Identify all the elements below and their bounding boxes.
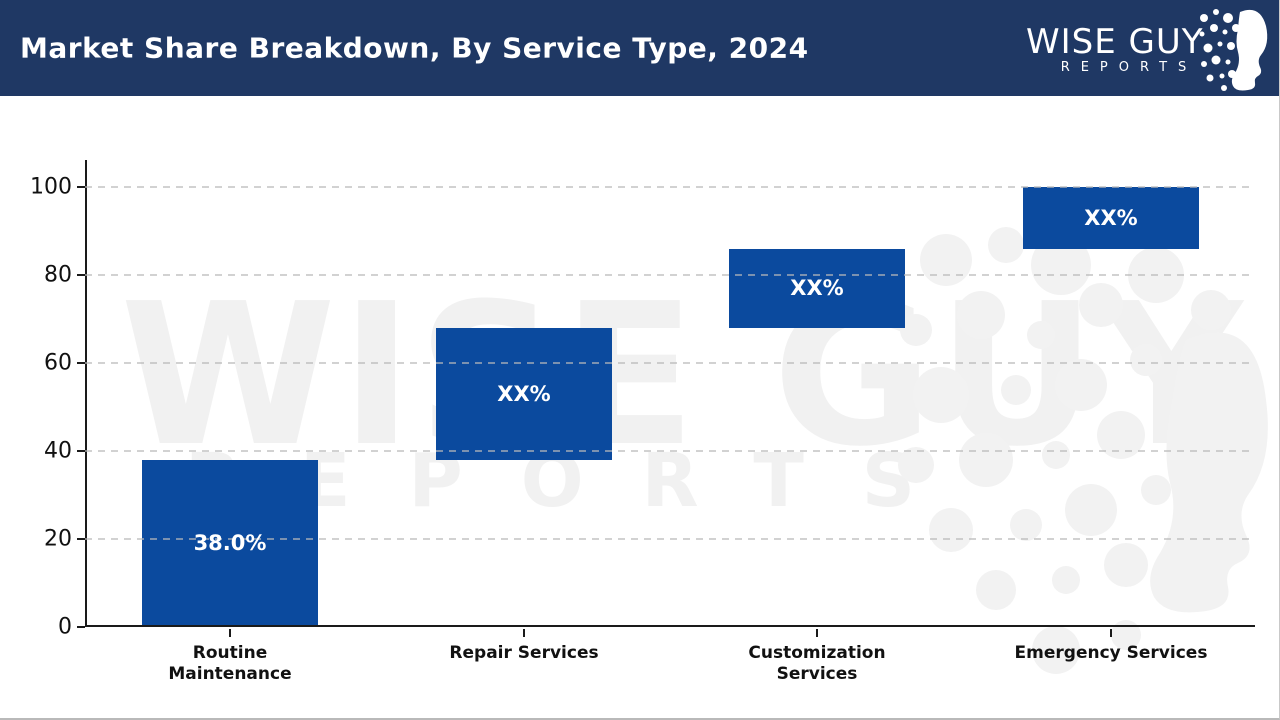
y-tick-20 xyxy=(77,538,85,540)
x-tick-2 xyxy=(523,629,525,637)
bar-label-1: 38.0% xyxy=(193,531,267,556)
x-tick-4 xyxy=(1110,629,1112,637)
gridline-80 xyxy=(85,274,1255,276)
x-tick-label-2: Repair Services xyxy=(449,643,599,663)
y-tick-label-100: 100 xyxy=(30,174,72,200)
gridline-20 xyxy=(85,538,1255,540)
bar-label-3: XX% xyxy=(790,276,844,301)
x-tick-label-3: Customization Services xyxy=(748,643,886,685)
logo-wiseguy-text: WISE GUY xyxy=(1026,22,1204,62)
chart-title: Market Share Breakdown, By Service Type,… xyxy=(20,31,809,65)
y-tick-60 xyxy=(77,362,85,364)
x-tick-1 xyxy=(229,629,231,637)
x-tick-3 xyxy=(816,629,818,637)
gridline-100 xyxy=(85,186,1255,188)
logo-reports-text: REPORTS xyxy=(1060,60,1198,75)
bar-label-4: XX% xyxy=(1084,205,1138,230)
logo-face-icon xyxy=(1199,9,1268,91)
x-axis-line xyxy=(85,625,1255,627)
y-tick-label-60: 60 xyxy=(44,350,72,376)
bar-2 xyxy=(436,327,612,460)
bar-label-2: XX% xyxy=(497,381,551,406)
y-tick-100 xyxy=(77,186,85,188)
bar-4 xyxy=(1023,187,1199,249)
x-tick-label-1: Routine Maintenance xyxy=(168,643,292,685)
y-tick-80 xyxy=(77,274,85,276)
y-axis-line xyxy=(85,160,87,627)
y-tick-label-0: 0 xyxy=(58,614,72,640)
y-tick-40 xyxy=(77,450,85,452)
bar-1 xyxy=(142,459,318,627)
y-tick-label-40: 40 xyxy=(44,438,72,464)
watermark-face-icon xyxy=(898,227,1268,674)
header-bar: Market Share Breakdown, By Service Type,… xyxy=(0,0,1279,96)
plot-area: 0 20 40 60 80 100 38.0% Routine Maintenance XX% R… xyxy=(0,96,1279,718)
x-tick-label-4: Emergency Services xyxy=(1014,643,1208,663)
gridline-60 xyxy=(85,362,1255,364)
y-tick-label-80: 80 xyxy=(44,262,72,288)
y-tick-label-20: 20 xyxy=(44,526,72,552)
bar-3 xyxy=(729,248,905,328)
wise-guy-reports-logo: WISE GUY REPORTS xyxy=(1026,0,1268,96)
y-tick-0 xyxy=(77,626,85,628)
gridline-40 xyxy=(85,450,1255,452)
